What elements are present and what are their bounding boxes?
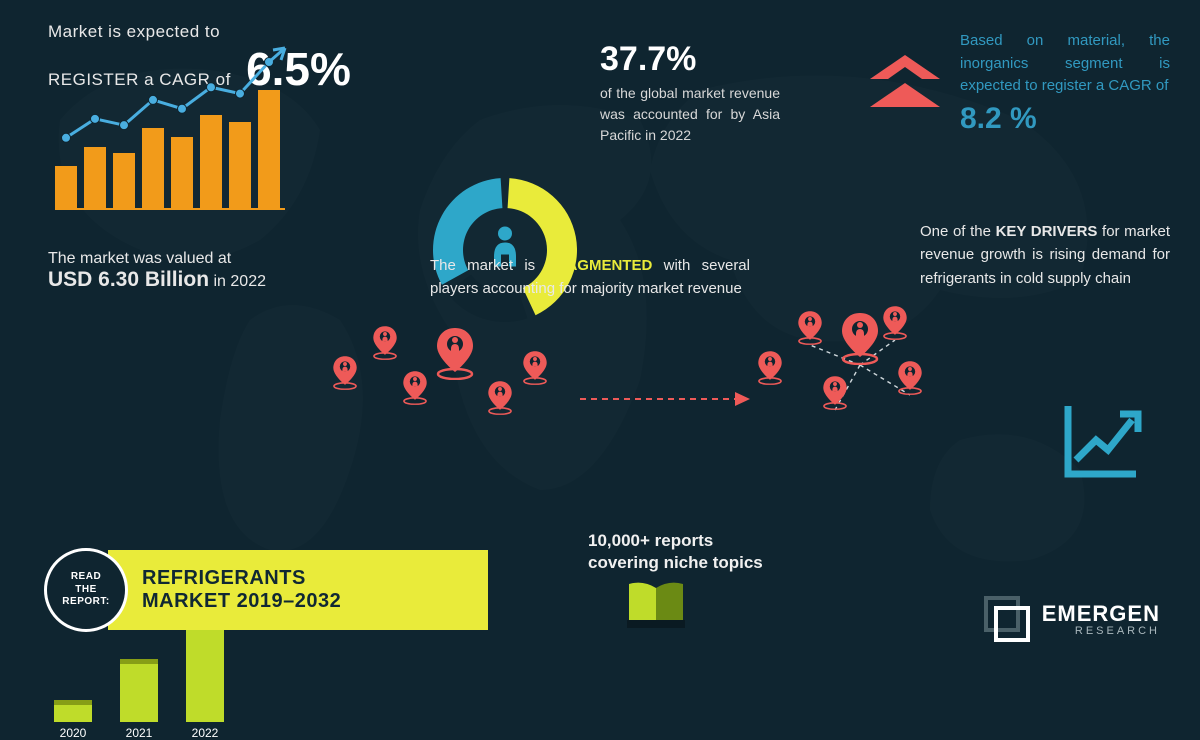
- frag-pre: The market is: [430, 257, 546, 274]
- frag-hl: FRAGMENTED: [546, 257, 652, 274]
- map-pin-icon: [332, 355, 358, 390]
- bar: [200, 115, 222, 210]
- segment-desc: Based on material, the inorganics segmen…: [960, 30, 1170, 98]
- bar-label: 2022: [183, 726, 227, 740]
- report-banner[interactable]: READTHEREPORT: REFRIGERANTS MARKET 2019–…: [44, 548, 488, 632]
- key-driver-text: One of the KEY DRIVERS for market revenu…: [920, 220, 1170, 290]
- market-value-block: The market was valued at USD 6.30 Billio…: [48, 250, 288, 292]
- read-label: READTHEREPORT:: [62, 571, 109, 609]
- map-pin-icon: [435, 326, 475, 380]
- valued-trail: in 2022: [214, 273, 267, 290]
- banner-box: REFRIGERANTS MARKET 2019–2032: [108, 550, 488, 630]
- book-icon: [625, 580, 687, 632]
- arrow-icon: [580, 390, 750, 413]
- map-pin-icon: [897, 360, 923, 395]
- chevrons-icon: [870, 55, 940, 117]
- bar: [120, 664, 158, 722]
- bar: [142, 128, 164, 210]
- cagr-bar-chart: [55, 80, 285, 210]
- bar: [171, 137, 193, 210]
- bar: [55, 166, 77, 210]
- growth-chart-icon: [1060, 400, 1142, 482]
- map-pin-icon: [840, 311, 880, 365]
- banner-line1: REFRIGERANTS: [142, 567, 454, 590]
- logo-mark: [984, 596, 1030, 642]
- fragmented-text: The market is FRAGMENTED with several pl…: [430, 255, 750, 300]
- segment-cagr-block: Based on material, the inorganics segmen…: [960, 30, 1170, 136]
- bar: [229, 122, 251, 210]
- asia-pacific-donut: [430, 175, 580, 325]
- logo-text-wrap: EMERGEN RESEARCH: [1042, 601, 1160, 637]
- donut-caption: 37.7% of the global market revenue was a…: [600, 40, 780, 146]
- bar: [258, 90, 280, 210]
- driver-bold: KEY DRIVERS: [996, 223, 1098, 240]
- map-pin-icon: [487, 380, 513, 415]
- bar: [113, 153, 135, 210]
- read-report-badge: READTHEREPORT:: [44, 548, 128, 632]
- emergen-logo: EMERGEN RESEARCH: [984, 596, 1160, 642]
- bar-label: 2020: [51, 726, 95, 740]
- valued-amount: USD 6.30 Billion: [48, 268, 209, 291]
- bar: [54, 705, 92, 722]
- logo-name: EMERGEN: [1042, 601, 1160, 627]
- cagr-lead: Market is expected to: [48, 22, 220, 41]
- bar: [84, 147, 106, 210]
- map-pin-icon: [797, 310, 823, 345]
- donut-desc: of the global market revenue was account…: [600, 83, 780, 146]
- map-pin-icon: [757, 350, 783, 385]
- reports-line2: covering niche topics: [588, 553, 763, 572]
- map-pin-icon: [882, 305, 908, 340]
- map-pin-icon: [372, 325, 398, 360]
- donut-value: 37.7%: [600, 40, 780, 79]
- map-pin-icon: [522, 350, 548, 385]
- map-pin-icon: [822, 375, 848, 410]
- reports-line1: 10,000+ reports: [588, 531, 713, 550]
- pins-cluster: [770, 340, 950, 460]
- segment-value: 8.2 %: [960, 102, 1170, 136]
- map-pin-icon: [402, 370, 428, 405]
- banner-line2: MARKET 2019–2032: [142, 590, 454, 613]
- valued-lead: The market was valued at: [48, 250, 231, 267]
- reports-block: 10,000+ reports covering niche topics: [588, 530, 763, 574]
- bar-label: 2021: [117, 726, 161, 740]
- pins-scattered: [345, 350, 565, 460]
- driver-pre: One of the: [920, 223, 996, 240]
